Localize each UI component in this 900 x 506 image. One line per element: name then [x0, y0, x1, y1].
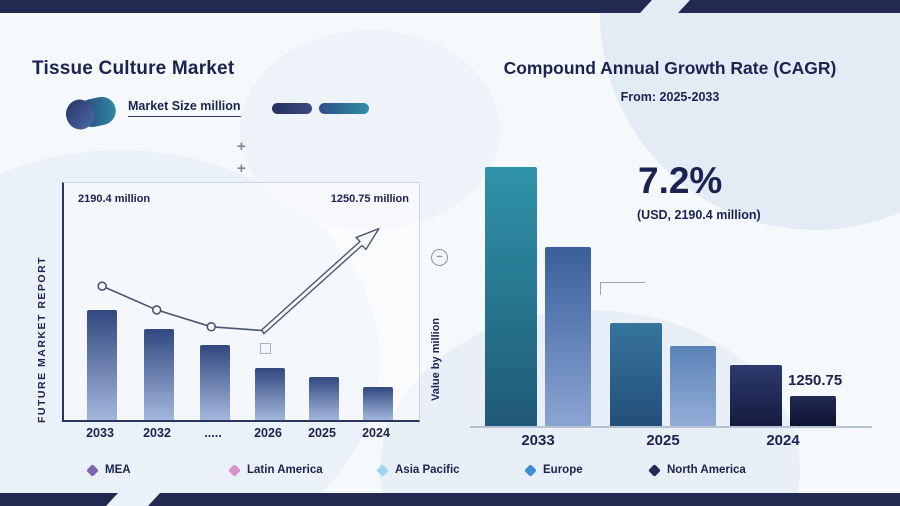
- market-size-xlabels: 2033 2032..... 2026 2025 2024: [62, 426, 420, 442]
- cagr-xlabel: 2024: [766, 432, 800, 449]
- region-legend-item: Europe: [524, 463, 583, 477]
- future-market-report-label: FUTURE MARKET REPORT: [36, 255, 48, 423]
- market-size-bar: [255, 368, 285, 420]
- region-legend-label: North America: [667, 464, 746, 476]
- cagr-bar-annotation: 1250.75: [788, 372, 843, 389]
- market-size-bar: [363, 387, 393, 420]
- annotation-2024-value: 1250.75 million: [330, 193, 409, 205]
- cagr-xlabel: 2033: [521, 432, 555, 449]
- legend-diamond-icon: [376, 463, 389, 477]
- market-size-xlabel: 2032: [143, 426, 171, 440]
- region-legend: MEA Latin America Asia Pacific Europe North …: [0, 463, 900, 484]
- legend-diamond-icon: [228, 463, 241, 477]
- cagr-xlabels: 2033 2025 2024: [470, 432, 872, 452]
- market-size-xlabel: 2033: [86, 426, 114, 440]
- market-size-xlabel: 2026: [254, 426, 282, 440]
- background-blob-top-center: [240, 30, 500, 230]
- legend-diamond-icon: [86, 463, 99, 477]
- region-legend-item: Asia Pacific: [376, 463, 460, 477]
- circle-minus-decoration: −: [431, 249, 448, 266]
- annotation-2033-value: 2190.4 million: [78, 193, 151, 205]
- region-legend-item: MEA: [86, 463, 131, 477]
- plus-decoration-top: +: [237, 138, 246, 155]
- cagr-value: 7.2%: [638, 160, 723, 201]
- cagr-bar: [670, 346, 716, 426]
- legend-pill-dark: [272, 103, 312, 114]
- market-size-legend-label: Market Size million: [128, 99, 241, 117]
- market-size-xlabel: 2024: [362, 426, 390, 440]
- legend-diamond-icon: [648, 463, 661, 477]
- cagr-bar: [790, 396, 836, 426]
- legend-diamond-icon: [524, 463, 537, 477]
- cagr-bars: [470, 158, 872, 426]
- bracket-decoration: [600, 282, 645, 295]
- top-border-bar-left: [0, 0, 652, 13]
- right-chart-title: Compound Annual Growth Rate (CAGR): [503, 58, 837, 78]
- cagr-bar: [610, 323, 662, 426]
- cagr-bar: [545, 247, 591, 426]
- market-size-icon: [63, 89, 122, 137]
- region-legend-item: Latin America: [228, 463, 323, 477]
- trend-line-arrow: [97, 227, 380, 335]
- market-size-xlabel: 2025: [308, 426, 336, 440]
- region-legend-label: Asia Pacific: [395, 464, 460, 476]
- market-size-chart: 2190.4 million 1250.75 million: [62, 182, 420, 422]
- legend-pill-teal: [319, 103, 369, 114]
- left-chart-title: Tissue Culture Market: [32, 58, 235, 79]
- region-legend-item: North America: [648, 463, 746, 477]
- cagr-period: From: 2025-2033: [620, 90, 720, 104]
- square-decoration: [260, 343, 271, 354]
- market-size-bar: [200, 345, 230, 420]
- bottom-border-bar-left: [0, 493, 118, 506]
- market-size-xlabel: .....: [204, 426, 222, 440]
- region-legend-label: MEA: [105, 464, 131, 476]
- market-size-bar: [144, 329, 174, 420]
- top-border-bar-right: [678, 0, 900, 13]
- region-legend-label: Latin America: [247, 464, 323, 476]
- value-axis-label: Value by million: [430, 317, 442, 401]
- cagr-note: (USD, 2190.4 million): [637, 208, 761, 222]
- cagr-chart: [470, 158, 872, 428]
- cagr-xlabel: 2025: [646, 432, 680, 449]
- market-size-bar: [309, 377, 339, 420]
- market-size-bars: [64, 182, 419, 420]
- region-legend-label: Europe: [543, 464, 583, 476]
- cagr-bar: [730, 365, 782, 426]
- bottom-border-bar-right: [148, 493, 900, 506]
- cagr-bar: [485, 167, 537, 426]
- plus-decoration-bottom: +: [237, 160, 246, 177]
- market-size-bar: [87, 310, 117, 420]
